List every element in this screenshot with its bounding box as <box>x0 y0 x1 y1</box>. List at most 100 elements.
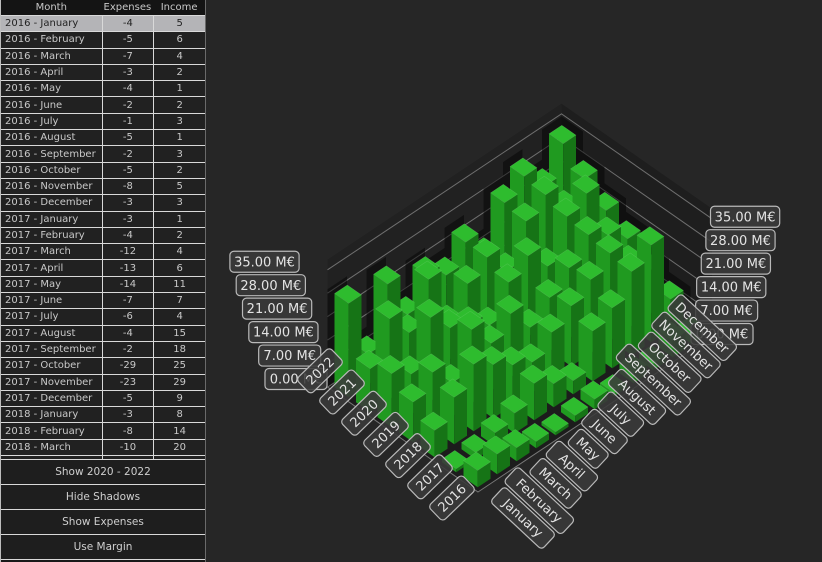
table-cell-month: 2016 - August <box>5 132 76 144</box>
bar-2018-February[interactable] <box>439 378 468 445</box>
table-cell-month: 2016 - May <box>5 83 62 95</box>
svg-text:7.00 M€: 7.00 M€ <box>263 349 316 364</box>
table-cell-income: 15 <box>153 325 205 341</box>
table-row[interactable]: 2017 - November -23 29 <box>1 374 205 391</box>
table-row[interactable]: 2016 - February -5 6 <box>1 32 205 49</box>
chart-3d[interactable]: 0.00 M€0.00 M€7.00 M€7.00 M€14.00 M€14.0… <box>206 0 822 562</box>
table-row[interactable]: 2016 - June -2 2 <box>1 97 205 114</box>
table-cell-expenses: -3 <box>101 211 154 227</box>
table-row[interactable]: 2016 - August -5 1 <box>1 130 205 147</box>
chart-wall-right <box>561 103 712 336</box>
svg-text:28.00 M€: 28.00 M€ <box>240 279 301 294</box>
table-cell-income: 3 <box>153 195 205 211</box>
table-cell-income: 14 <box>153 423 205 439</box>
table-row[interactable]: 2016 - April -3 2 <box>1 64 205 82</box>
table-cell-month: 2017 - September <box>5 344 96 356</box>
table-cell-expenses: -4 <box>101 227 154 244</box>
table-cell-income: 11 <box>153 276 205 293</box>
table-row[interactable]: 2016 - November -8 5 <box>1 178 205 196</box>
table-row[interactable]: 2016 - March -7 4 <box>1 48 205 65</box>
show-years-button[interactable]: Show 2020 - 2022 <box>1 460 205 486</box>
table-row[interactable]: 2017 - February -4 2 <box>1 227 205 245</box>
table-cell-month: 2017 - October <box>5 360 81 372</box>
show-expenses-button[interactable]: Show Expenses <box>1 510 205 536</box>
bar-2017-August[interactable] <box>577 312 607 382</box>
table-cell-income: 3 <box>153 146 205 162</box>
table-cell-month: 2016 - April <box>5 67 64 79</box>
table-cell-month: 2017 - November <box>5 376 93 388</box>
table-row[interactable]: 2016 - May -4 1 <box>1 81 205 98</box>
table-cell-income: 29 <box>153 374 205 390</box>
table-row[interactable]: 2016 - July -1 3 <box>1 113 205 131</box>
month-axis-label: April <box>545 440 599 492</box>
bar-2019-January[interactable] <box>398 383 427 443</box>
svg-text:21.00 M€: 21.00 M€ <box>247 302 308 317</box>
hide-shadows-button[interactable]: Hide Shadows <box>1 485 205 511</box>
table-row[interactable]: 2017 - January -3 1 <box>1 211 205 228</box>
table-cell-month: 2016 - December <box>5 197 93 209</box>
svg-text:14.00 M€: 14.00 M€ <box>253 326 314 341</box>
table-cell-income: 8 <box>153 407 205 423</box>
table-cell-month: 2017 - July <box>5 311 59 323</box>
chart-panel: 0.00 M€0.00 M€7.00 M€7.00 M€14.00 M€14.0… <box>206 0 822 562</box>
bar-2016-January[interactable] <box>462 451 492 488</box>
table-row[interactable]: 2017 - December -5 9 <box>1 390 205 408</box>
table-cell-month: 2017 - August <box>5 327 76 339</box>
use-margin-button[interactable]: Use Margin <box>1 535 205 561</box>
table-row[interactable]: 2017 - October -29 25 <box>1 358 205 375</box>
table-cell-expenses: -14 <box>101 276 154 293</box>
value-axis-label-left: 7.00 M€ <box>258 344 322 367</box>
value-axis-label-left: 21.00 M€ <box>241 297 313 320</box>
table-row[interactable]: 2017 - May -14 11 <box>1 276 205 294</box>
bar-2016-June[interactable] <box>560 396 589 423</box>
value-axis-label-left: 14.00 M€ <box>248 321 319 344</box>
table-cell-expenses: -2 <box>101 341 154 358</box>
table-cell-expenses: -2 <box>101 146 154 162</box>
table-row[interactable]: 2018 - January -3 8 <box>1 407 205 424</box>
table-row[interactable]: 2017 - August -4 15 <box>1 325 205 342</box>
table-cell-expenses: -29 <box>101 358 154 374</box>
svg-text:21.00 M€: 21.00 M€ <box>705 257 766 272</box>
table-row-partial <box>1 456 205 461</box>
table-row[interactable]: 2017 - September -2 18 <box>1 341 205 359</box>
table-cell-expenses: -4 <box>101 16 154 32</box>
table-row[interactable]: 2018 - February -8 14 <box>1 423 205 440</box>
table-cell-expenses: -3 <box>101 407 154 423</box>
table-row[interactable]: 2016 - September -2 3 <box>1 146 205 163</box>
bar-2016-July[interactable] <box>579 380 609 410</box>
bar-2018-March[interactable] <box>458 345 488 432</box>
table-cell-expenses: -8 <box>101 423 154 439</box>
table-cell-expenses: -13 <box>101 260 154 276</box>
bar-2018-July[interactable] <box>536 313 566 380</box>
control-buttons: Show 2020 - 2022 Hide Shadows Show Expen… <box>1 460 205 561</box>
svg-text:35.00 M€: 35.00 M€ <box>234 255 295 270</box>
table-row[interactable]: 2016 - December -3 3 <box>1 195 205 212</box>
table-cell-income: 4 <box>153 244 205 260</box>
bar-2018-January[interactable] <box>419 411 449 458</box>
table-cell-income: 1 <box>153 130 205 146</box>
table-cell-month: 2017 - December <box>5 392 93 404</box>
svg-text:7.00 M€: 7.00 M€ <box>700 304 753 319</box>
table-cell-expenses: -5 <box>101 162 154 178</box>
table-cell-month: 2017 - April <box>5 262 64 274</box>
table-row[interactable]: 2018 - March -10 20 <box>1 439 205 457</box>
table-row[interactable]: 2017 - April -13 6 <box>1 260 205 277</box>
table-cell-month: 2016 - November <box>5 181 93 193</box>
table-cell-expenses: -8 <box>101 178 154 195</box>
table-row[interactable]: 2017 - June -7 7 <box>1 293 205 310</box>
svg-text:28.00 M€: 28.00 M€ <box>710 234 771 249</box>
table-cell-month: 2016 - September <box>5 148 96 160</box>
table-row[interactable]: 2017 - July -6 4 <box>1 309 205 326</box>
bar-2016-May[interactable] <box>540 413 570 436</box>
table-cell-expenses: -7 <box>101 48 154 64</box>
table-cell-expenses: -12 <box>101 244 154 260</box>
table-cell-expenses: -10 <box>101 439 154 456</box>
table-row[interactable]: 2017 - March -12 4 <box>1 244 205 261</box>
value-axis-label-left: 28.00 M€ <box>235 274 307 297</box>
table-row[interactable]: 2016 - January -4 5 <box>1 16 205 33</box>
table-header-row: Month Expenses Income <box>1 0 205 16</box>
table-row[interactable]: 2016 - October -5 2 <box>1 162 205 179</box>
table-cell-expenses: -4 <box>101 81 154 97</box>
grid-line <box>327 113 713 271</box>
